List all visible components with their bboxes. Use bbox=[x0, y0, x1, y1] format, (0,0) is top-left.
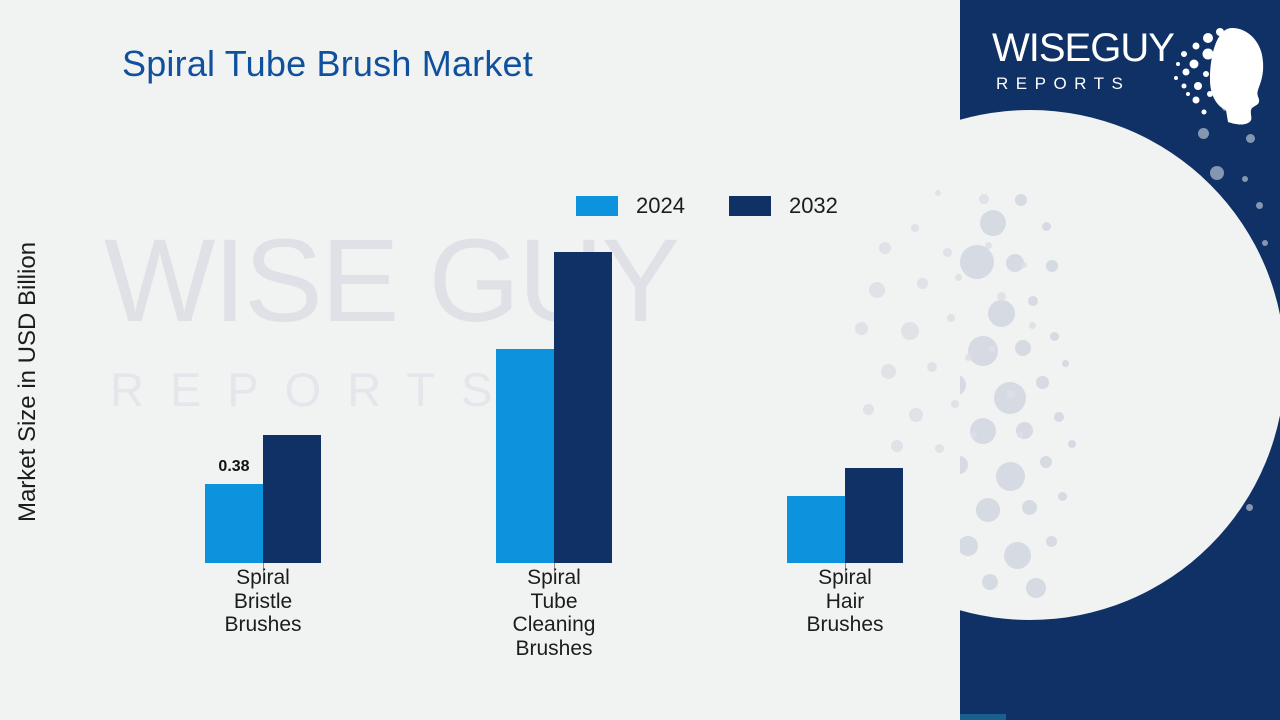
decorative-dot bbox=[1004, 542, 1031, 569]
decorative-dot bbox=[1015, 194, 1027, 206]
bar-2024[interactable]: 0.38 bbox=[205, 458, 263, 563]
x-axis-baseline bbox=[0, 563, 960, 564]
circle-dot-cluster bbox=[960, 150, 1240, 598]
legend-label-2032: 2032 bbox=[788, 193, 838, 218]
decorative-dot bbox=[1068, 440, 1076, 448]
bar-2024[interactable] bbox=[496, 349, 554, 563]
decorative-dot bbox=[1054, 412, 1064, 422]
panel-accent-strip bbox=[960, 714, 1006, 720]
decorative-dot bbox=[1036, 376, 1049, 389]
decorative-dot bbox=[1262, 240, 1268, 246]
decorative-dot bbox=[1246, 134, 1255, 143]
decorative-dot bbox=[982, 574, 998, 590]
legend-swatch-2032 bbox=[728, 196, 771, 216]
legend-swatch-2024 bbox=[576, 196, 618, 216]
decorative-dot bbox=[1026, 578, 1046, 598]
legend-label-2024: 2024 bbox=[636, 193, 685, 218]
bar-group bbox=[496, 252, 612, 563]
decorative-dot bbox=[988, 300, 1015, 327]
logo-word-wise: WISE bbox=[992, 26, 1091, 70]
x-axis-category-label: Spiral Hair Brushes bbox=[740, 566, 950, 637]
decorative-dot bbox=[996, 462, 1025, 491]
x-axis-tick bbox=[263, 563, 264, 572]
x-axis-tick bbox=[554, 563, 555, 572]
decorative-dot bbox=[1046, 536, 1057, 547]
decorative-dot bbox=[960, 456, 968, 474]
decorative-dot bbox=[1028, 296, 1038, 306]
logo-word-guy: GUY bbox=[1090, 26, 1175, 70]
bar-2024[interactable] bbox=[787, 496, 845, 563]
x-axis-tick bbox=[845, 563, 846, 572]
category-label-line: Spiral bbox=[236, 566, 290, 589]
logo-wordmark: WISEGUY bbox=[992, 28, 1262, 68]
legend-item-2024[interactable]: 2024 bbox=[576, 193, 685, 219]
decorative-dot bbox=[1058, 492, 1067, 501]
decorative-dot bbox=[1040, 456, 1052, 468]
chart-legend: 2024 2032 bbox=[576, 193, 838, 219]
decorative-dot bbox=[1016, 422, 1033, 439]
wiseguy-logo: WISEGUY REPORTS bbox=[992, 28, 1264, 125]
right-brand-panel: WISEGUY REPORTS bbox=[960, 0, 1280, 720]
x-axis-category-label: Spiral Bristle Brushes bbox=[158, 566, 368, 637]
decorative-dot bbox=[1042, 222, 1051, 231]
decorative-dot bbox=[960, 374, 966, 396]
x-axis-category-label: Spiral Tube Cleaning Brushes bbox=[449, 566, 659, 660]
bar-group: 0.38 bbox=[205, 435, 321, 563]
bar-group bbox=[787, 468, 903, 563]
bar-2032[interactable] bbox=[845, 468, 903, 563]
category-label-line: Bristle bbox=[233, 589, 293, 613]
category-label-line: Brushes bbox=[806, 613, 884, 636]
category-label-line: Brushes bbox=[515, 636, 593, 660]
category-label-line: Cleaning bbox=[512, 613, 596, 636]
category-label-line: Brushes bbox=[224, 613, 302, 636]
decorative-dot bbox=[1046, 260, 1058, 272]
category-label-line: Spiral bbox=[818, 566, 872, 589]
decorative-dot bbox=[994, 382, 1026, 414]
page-title: Spiral Tube Brush Market bbox=[122, 43, 533, 84]
decorative-dot bbox=[1246, 504, 1253, 511]
decorative-dot bbox=[968, 336, 998, 366]
decorative-dot bbox=[1210, 166, 1224, 180]
decorative-dot bbox=[1062, 360, 1069, 367]
logo-subtitle: REPORTS bbox=[996, 74, 1131, 93]
decorative-dot bbox=[980, 210, 1006, 236]
bar-2032[interactable] bbox=[263, 435, 321, 563]
decorative-dot bbox=[976, 498, 1000, 522]
decorative-dot bbox=[1015, 340, 1031, 356]
category-label-line: Spiral bbox=[527, 566, 581, 589]
bar-chart: Market Size in USD Billion 2024 2032 0.38… bbox=[0, 193, 960, 660]
decorative-dot bbox=[960, 245, 994, 279]
decorative-dot bbox=[1006, 254, 1024, 272]
decorative-dot bbox=[1198, 128, 1209, 139]
decorative-dot bbox=[1242, 176, 1248, 182]
decorative-dot bbox=[1022, 500, 1037, 515]
decorative-dot bbox=[1050, 332, 1059, 341]
decorative-dot bbox=[960, 536, 978, 556]
decorative-dot bbox=[1256, 202, 1263, 209]
bar-2032[interactable] bbox=[554, 252, 612, 563]
logo-head-icon bbox=[1174, 28, 1264, 125]
category-label-line: Hair bbox=[825, 589, 865, 613]
plot-area: 0.38 bbox=[205, 252, 903, 563]
category-label-line: Tube bbox=[530, 589, 578, 613]
legend-item-2032[interactable]: 2032 bbox=[728, 193, 838, 219]
bar-value-label: 0.38 bbox=[218, 458, 250, 475]
decorative-dot bbox=[970, 418, 996, 444]
